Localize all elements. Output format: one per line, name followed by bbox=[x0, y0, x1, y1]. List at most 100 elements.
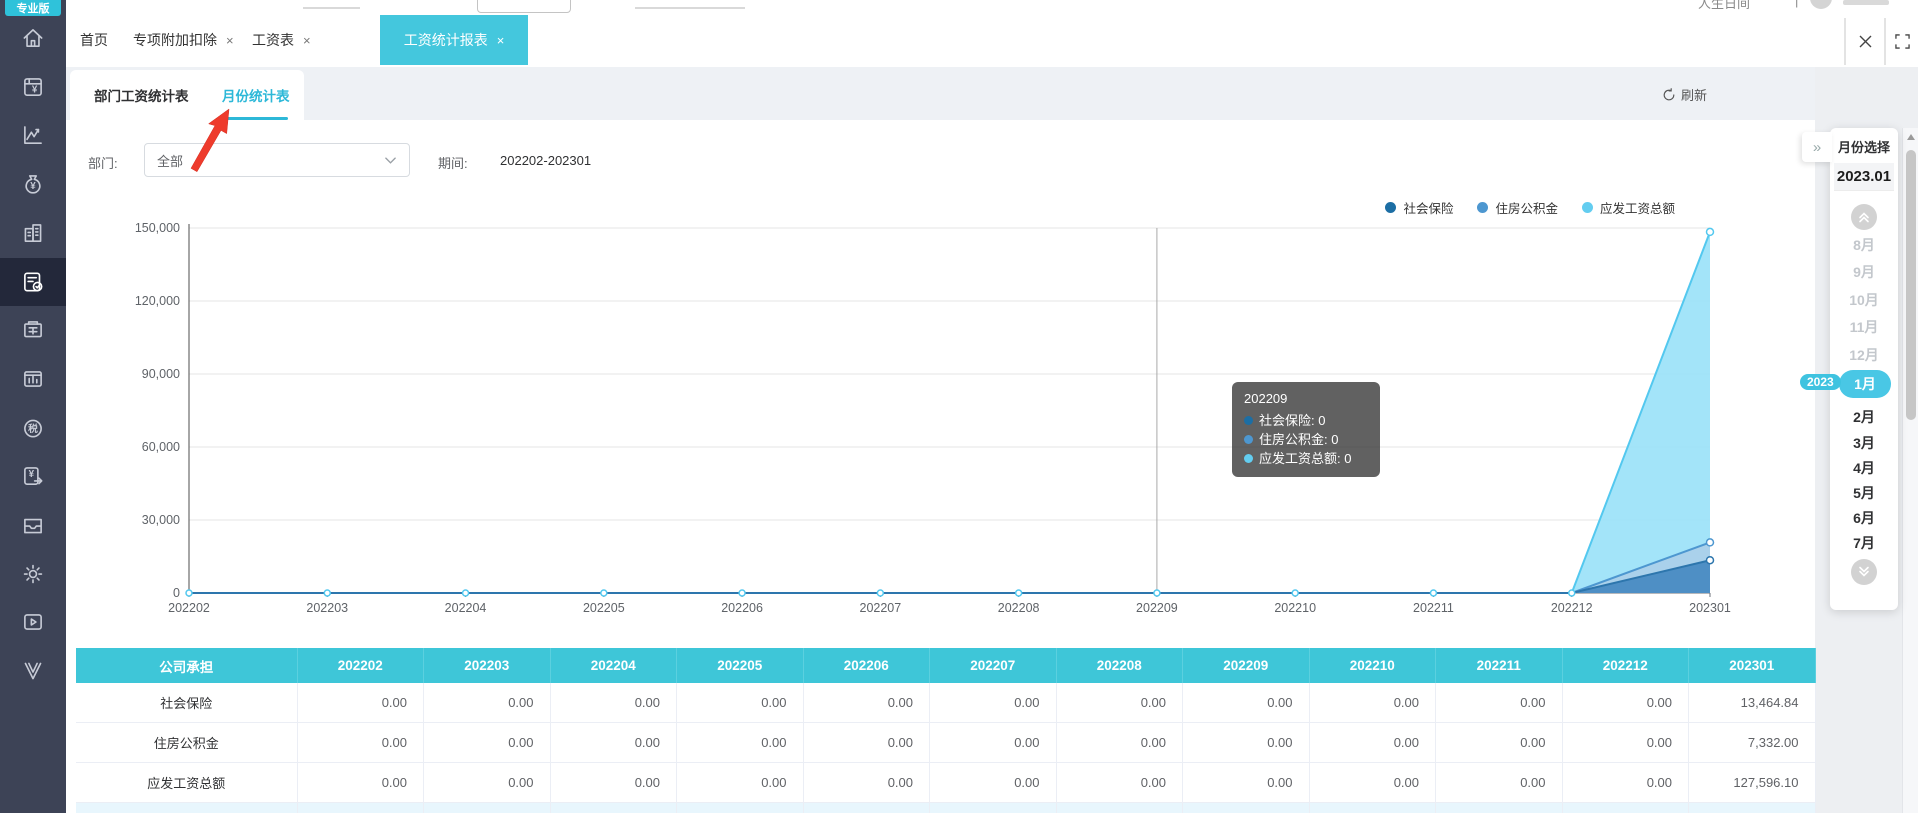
table-header-cell: 202204 bbox=[550, 648, 677, 683]
legend-item[interactable]: 社会保险 bbox=[1385, 198, 1453, 217]
sidebar-item-funds[interactable]: ¥ bbox=[0, 160, 66, 208]
month-option-5月[interactable]: 5月 bbox=[1853, 485, 1875, 501]
value-cell: 0.00 bbox=[1562, 762, 1689, 803]
scroll-months-down-button[interactable] bbox=[1851, 559, 1877, 585]
sidebar-item-billing[interactable]: ¥ bbox=[0, 63, 66, 111]
collapse-panel-button[interactable]: » bbox=[1802, 132, 1832, 162]
month-option-6月[interactable]: 6月 bbox=[1853, 510, 1875, 526]
sidebar-item-cashier[interactable] bbox=[0, 306, 66, 354]
tooltip-text: 住房公积金: 0 bbox=[1259, 432, 1339, 447]
archive-icon bbox=[24, 518, 42, 534]
salary-area-chart[interactable]: 0 30,000 60,000 90,000 120,000 150,000 202202 2… bbox=[66, 190, 1815, 650]
table-header-cell: 202207 bbox=[929, 648, 1057, 683]
legend-label: 住房公积金 bbox=[1495, 202, 1558, 216]
value-cell: 0.00 bbox=[1182, 722, 1310, 763]
value-cell: 0.00 bbox=[1056, 722, 1183, 763]
subtab-department-report[interactable]: 部门工资统计表 bbox=[94, 70, 189, 120]
year-badge: 2023 bbox=[1800, 374, 1841, 390]
tooltip-text: 社会保险: 0 bbox=[1259, 413, 1326, 428]
sidebar-item-report-line[interactable] bbox=[0, 111, 66, 159]
tooltip-row: 应发工资总额: 0 bbox=[1244, 449, 1368, 468]
close-icon bbox=[1859, 35, 1871, 48]
value-cell: 0.00 bbox=[1435, 683, 1563, 723]
row-label: 社会保险 bbox=[76, 683, 298, 723]
month-option-11月[interactable]: 11月 bbox=[1849, 319, 1879, 335]
scrollbar-thumb[interactable] bbox=[1906, 150, 1916, 420]
sidebar-item-archive[interactable] bbox=[0, 501, 66, 549]
fullscreen-button[interactable] bbox=[1886, 18, 1918, 65]
close-tab-icon[interactable]: × bbox=[303, 32, 311, 48]
scrollbar-up-arrow-icon[interactable] bbox=[1907, 134, 1915, 140]
refresh-icon bbox=[1663, 87, 1675, 100]
sidebar-item-version[interactable] bbox=[0, 647, 66, 695]
value-cell: 0.00 bbox=[297, 683, 424, 723]
svg-text:150,000: 150,000 bbox=[135, 221, 180, 235]
sidebar-item-tax[interactable]: 税 bbox=[0, 404, 66, 452]
value-cell: 0.00 bbox=[1056, 802, 1183, 813]
tab-special-deduction[interactable]: 专项附加扣除 × bbox=[133, 15, 234, 65]
sidebar-item-salary-report[interactable] bbox=[0, 257, 66, 306]
table-header-cell: 202301 bbox=[1688, 648, 1816, 683]
series-dot-icon bbox=[1244, 435, 1253, 444]
topbar-fragment bbox=[635, 7, 745, 9]
dept-select[interactable]: 全部 bbox=[144, 143, 410, 177]
month-option-7月[interactable]: 7月 bbox=[1853, 535, 1875, 551]
legend-dot-icon bbox=[1385, 202, 1397, 213]
value-cell: 0.00 bbox=[676, 722, 804, 763]
svg-text:202206: 202206 bbox=[721, 601, 763, 615]
refresh-button[interactable]: 刷新 bbox=[1662, 85, 1707, 104]
month-option-12月[interactable]: 12月 bbox=[1849, 347, 1879, 363]
scroll-months-up-button[interactable] bbox=[1851, 204, 1877, 230]
subtab-label: 月份统计表 bbox=[222, 89, 290, 104]
value-cell: 0.00 bbox=[803, 683, 930, 723]
chart-legend: 社会保险 住房公积金 应发工资总额 bbox=[1385, 198, 1675, 217]
sidebar-item-company[interactable] bbox=[0, 209, 66, 257]
value-cell: 0.00 bbox=[676, 802, 804, 813]
tooltip-title: 202209 bbox=[1244, 391, 1288, 406]
month-option-10月[interactable]: 10月 bbox=[1849, 292, 1879, 308]
value-cell: 0.00 bbox=[929, 683, 1057, 723]
month-option-1月[interactable]: 1月 bbox=[1839, 370, 1891, 398]
svg-text:¥: ¥ bbox=[29, 469, 35, 480]
sidebar-item-invoice-manage[interactable] bbox=[0, 355, 66, 403]
legend-item[interactable]: 住房公积金 bbox=[1477, 198, 1558, 217]
month-option-2月[interactable]: 2月 bbox=[1853, 409, 1875, 425]
close-tab-icon[interactable]: × bbox=[496, 32, 505, 48]
value-cell: 0.00 bbox=[550, 802, 677, 813]
invoice-manage-icon bbox=[24, 371, 42, 387]
svg-text:202202: 202202 bbox=[168, 601, 210, 615]
value-cell: 0.00 bbox=[1309, 762, 1436, 803]
chevron-down-icon bbox=[385, 156, 396, 164]
sidebar-item-tutorial[interactable] bbox=[0, 598, 66, 646]
tab-salary-report-active[interactable]: 工资统计报表 × bbox=[380, 15, 528, 65]
table-header-cell: 202206 bbox=[803, 648, 930, 683]
tab-label: 专项附加扣除 bbox=[133, 32, 217, 48]
month-option-9月[interactable]: 9月 bbox=[1853, 264, 1875, 280]
month-option-4月[interactable]: 4月 bbox=[1853, 460, 1875, 476]
svg-text:202203: 202203 bbox=[306, 601, 348, 615]
close-window-button[interactable] bbox=[1846, 18, 1884, 65]
sidebar-item-voucher-export[interactable]: ¥ bbox=[0, 452, 66, 500]
value-cell: 0.00 bbox=[297, 802, 424, 813]
subtab-month-report[interactable]: 月份统计表 bbox=[222, 70, 290, 120]
table-header-cell: 202203 bbox=[423, 648, 551, 683]
table-header-cell: 202210 bbox=[1309, 648, 1436, 683]
legend-item[interactable]: 应发工资总额 bbox=[1581, 198, 1675, 217]
refresh-label: 刷新 bbox=[1680, 88, 1707, 103]
tab-salary-sheet[interactable]: 工资表 × bbox=[252, 15, 311, 65]
report-line-icon bbox=[24, 126, 42, 145]
legend-label: 社会保险 bbox=[1403, 202, 1454, 216]
month-option-8月[interactable]: 8月 bbox=[1853, 237, 1875, 253]
page-scrollbar[interactable] bbox=[1902, 128, 1918, 813]
tab-label: 工资统计报表 bbox=[403, 32, 488, 48]
sidebar-item-settings[interactable] bbox=[0, 550, 66, 598]
tab-home[interactable]: 首页 bbox=[80, 15, 108, 65]
value-cell: 0.00 bbox=[297, 722, 424, 763]
sidebar-item-home[interactable] bbox=[0, 14, 66, 62]
month-selector-panel: 月份选择 2023.01 8月 9月 10月 11月 12月 1月 2月 3月 4月 5月 6月 7月 bbox=[1830, 128, 1898, 610]
row-label: 住房公积金 bbox=[76, 722, 298, 763]
table-header-cell: 202202 bbox=[297, 648, 424, 683]
month-option-3月[interactable]: 3月 bbox=[1853, 435, 1875, 451]
value-cell: 13,464.84 bbox=[1688, 683, 1816, 723]
close-tab-icon[interactable]: × bbox=[226, 32, 234, 48]
